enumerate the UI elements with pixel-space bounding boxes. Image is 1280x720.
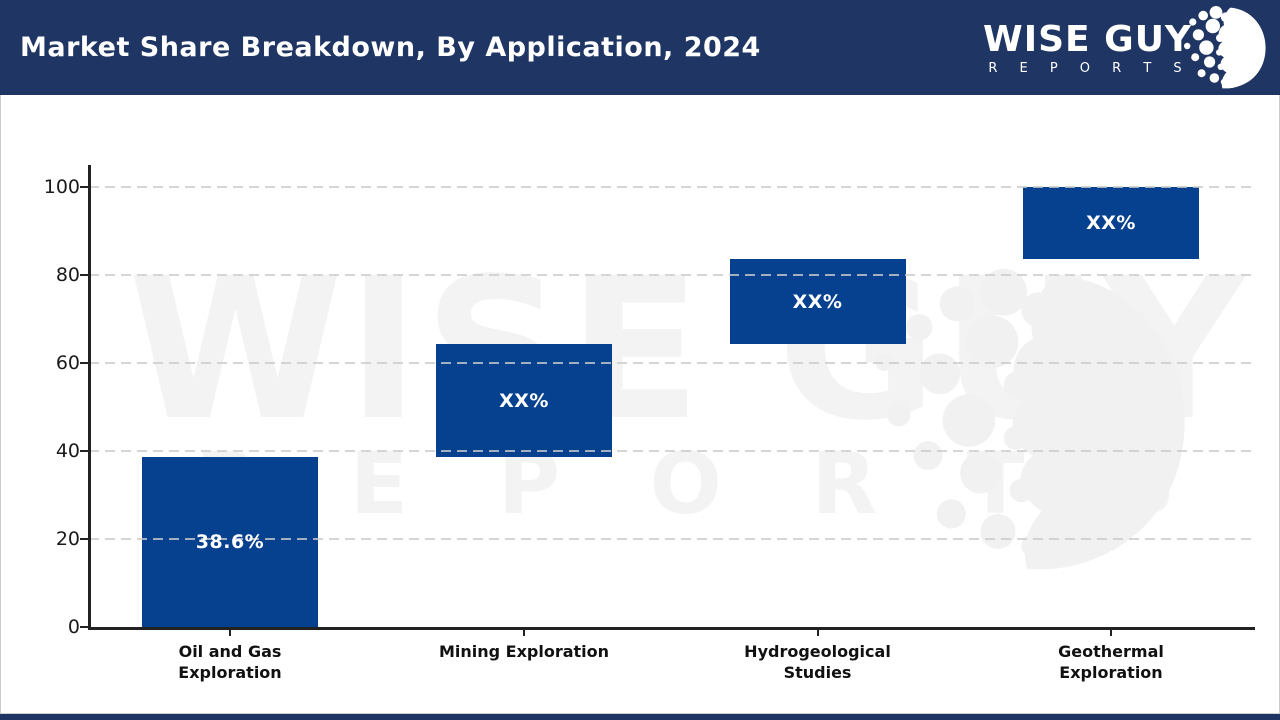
category-label-line: Studies bbox=[783, 663, 852, 682]
gridline bbox=[89, 274, 1254, 276]
category-label: Oil and Gas Exploration bbox=[80, 641, 380, 683]
y-axis-line bbox=[88, 165, 91, 630]
wiseguy-logo-text: WISE GUY R E P O R T S bbox=[982, 18, 1192, 76]
gridline bbox=[89, 538, 1254, 540]
page-title: Market Share Breakdown, By Application, … bbox=[20, 32, 761, 63]
x-tick bbox=[229, 630, 231, 636]
category-label-line: Exploration bbox=[1059, 663, 1163, 682]
footer-strip bbox=[0, 713, 1280, 720]
y-tick-label: 60 bbox=[55, 352, 80, 374]
category-label-line: Mining Exploration bbox=[438, 642, 610, 661]
gridline bbox=[89, 450, 1254, 452]
y-tick bbox=[80, 186, 88, 188]
gridline bbox=[89, 362, 1254, 364]
y-tick-label: 20 bbox=[55, 528, 80, 550]
bar-value-label: XX% bbox=[1086, 212, 1136, 235]
x-tick bbox=[816, 630, 819, 636]
category-label-line: Hydrogeological bbox=[744, 642, 891, 661]
y-tick-label: 40 bbox=[55, 440, 80, 462]
category-label-line: Oil and Gas bbox=[178, 642, 282, 661]
logo-wiseguy-text: WISE GUY bbox=[982, 18, 1192, 60]
x-tick bbox=[523, 630, 525, 636]
category-label: Mining Exploration bbox=[374, 641, 674, 662]
logo-reports-text: R E P O R T S bbox=[988, 60, 1191, 76]
y-tick bbox=[80, 626, 88, 628]
bar-segment: XX% bbox=[729, 259, 906, 345]
category-label: Geothermal Exploration bbox=[961, 641, 1261, 683]
bar-segment: XX% bbox=[1023, 187, 1199, 260]
bar-value-label: XX% bbox=[499, 389, 549, 412]
y-tick-label: 100 bbox=[43, 176, 80, 198]
left-border bbox=[0, 95, 1, 714]
wiseguy-face-icon bbox=[1180, 6, 1266, 89]
gridline bbox=[89, 186, 1254, 188]
bar-segment: 38.6% bbox=[142, 457, 318, 627]
x-tick bbox=[1110, 630, 1112, 636]
category-label-line: Geothermal bbox=[1058, 642, 1164, 661]
category-label: Hydrogeological Studies bbox=[668, 641, 968, 683]
bar-value-label: XX% bbox=[792, 290, 843, 313]
wiseguy-logo: WISE GUY R E P O R T S bbox=[983, 6, 1272, 90]
y-tick-label: 0 bbox=[67, 616, 80, 638]
category-label-line: Exploration bbox=[178, 663, 282, 682]
bar-value-label: 38.6% bbox=[195, 531, 265, 554]
y-tick bbox=[80, 362, 88, 364]
y-tick bbox=[80, 538, 88, 540]
y-tick-label: 80 bbox=[55, 264, 80, 286]
y-tick bbox=[80, 274, 88, 276]
x-axis-line bbox=[88, 627, 1255, 630]
header: Market Share Breakdown, By Application, … bbox=[0, 0, 1280, 95]
y-tick bbox=[80, 450, 88, 452]
